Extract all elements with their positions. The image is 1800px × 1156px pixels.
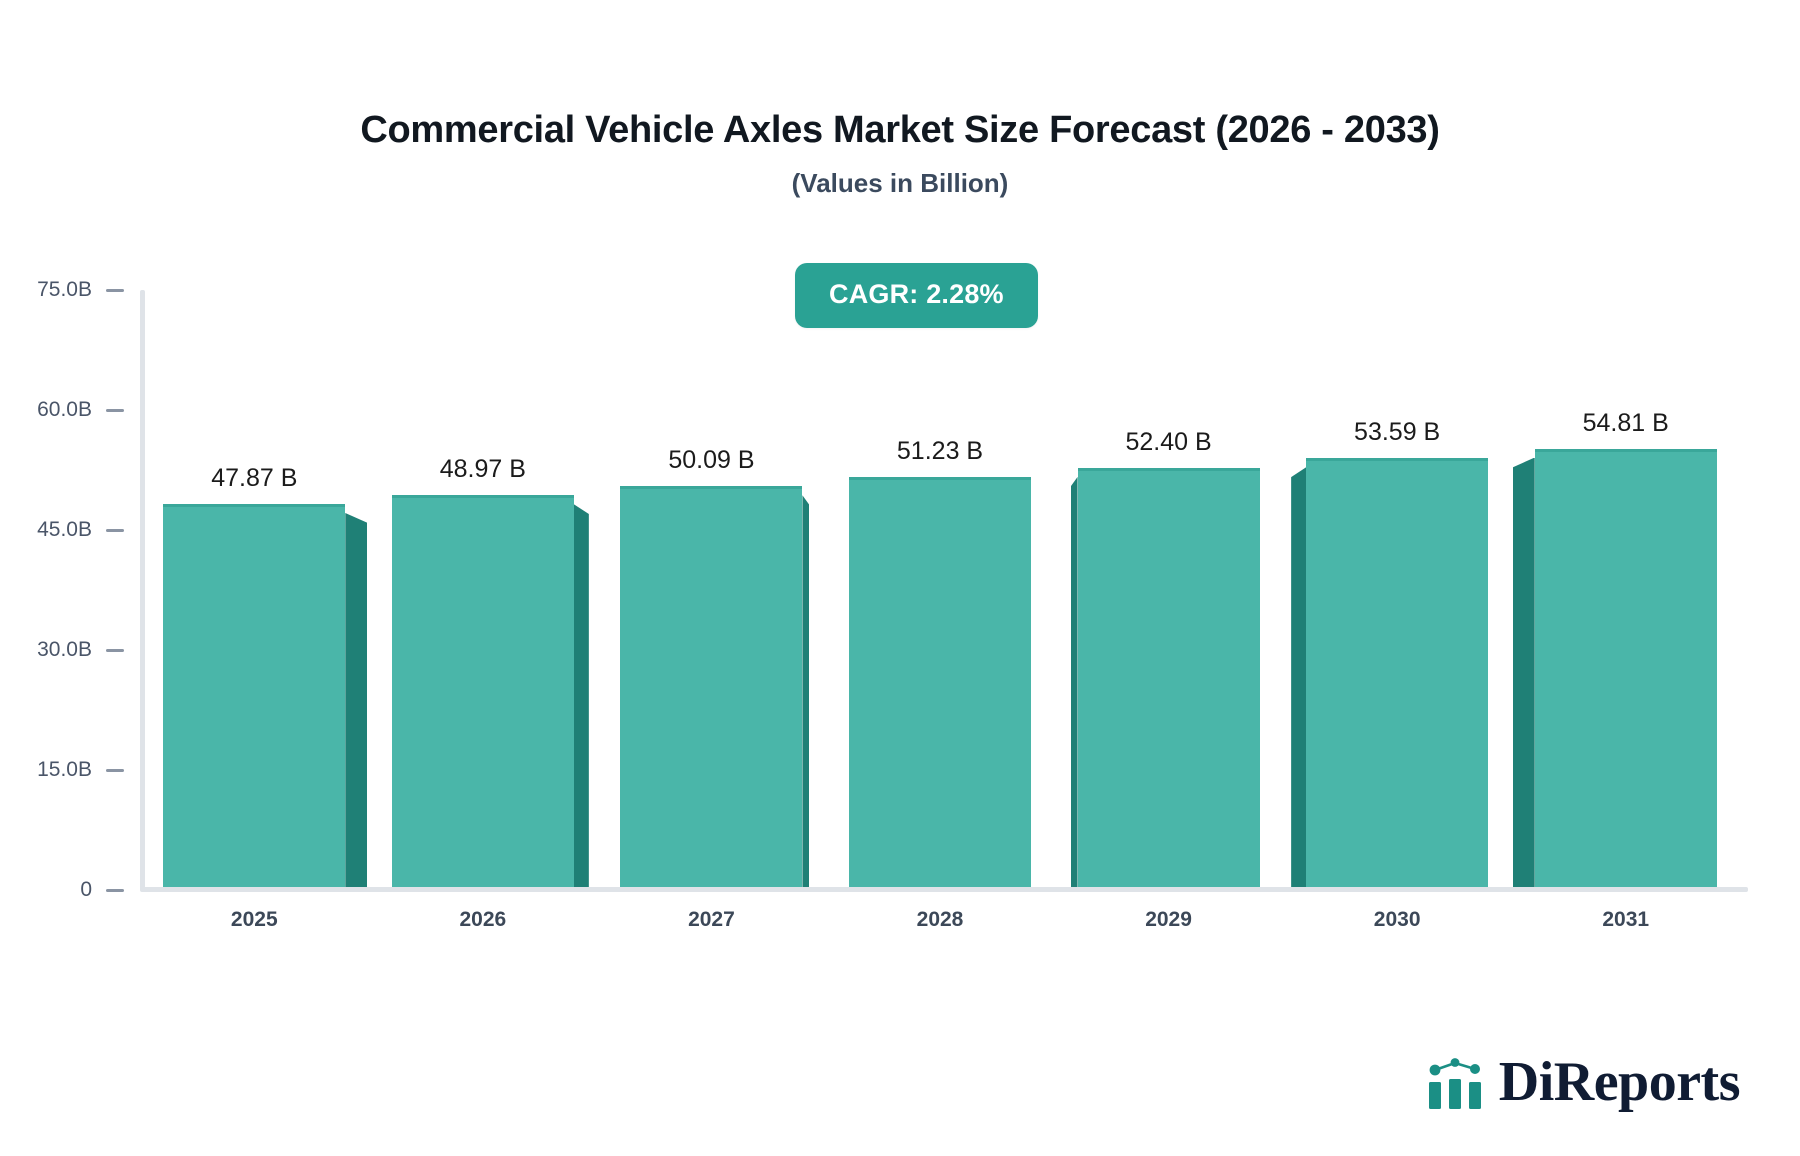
y-axis-tick: 60.0B: [37, 398, 124, 422]
x-axis-line: [140, 887, 1748, 892]
y-axis-tick: 0: [80, 878, 124, 902]
bar-front-face: [163, 504, 346, 887]
bar-value-label: 54.81 B: [1582, 408, 1669, 437]
chart-subtitle: (Values in Billion): [791, 167, 1009, 198]
bar: 52.40 B: [1070, 428, 1260, 887]
plot-area: 0 15.0B 30.0B 45.0B 60.0B 75.0B 47.87 B 48.97 …: [37, 278, 1748, 931]
bar: 47.87 B: [163, 464, 368, 887]
cagr-badge: CAGR: 2.28%: [795, 263, 1038, 328]
bar-front-face: [1077, 467, 1260, 887]
x-axis-tick-label: 2031: [1602, 908, 1650, 931]
y-axis-tick: 75.0B: [37, 278, 124, 302]
x-axis-tick-label: 2026: [459, 908, 507, 931]
x-axis-tick-label: 2030: [1373, 908, 1421, 931]
y-axis-tick-label: 60.0B: [37, 398, 92, 421]
y-axis-tick: 30.0B: [37, 638, 124, 662]
x-axis-tick-label: 2028: [916, 908, 964, 931]
bar: 50.09 B: [620, 446, 810, 887]
bar-front-face: [620, 486, 803, 887]
bar-front-face: [1534, 448, 1717, 887]
bar-chart-icon: [1428, 1058, 1481, 1109]
bar-side-face: [1512, 457, 1535, 887]
bar-side-face: [1070, 476, 1078, 887]
bar-value-label: 47.87 B: [211, 464, 298, 493]
x-axis-tick-label: 2029: [1145, 908, 1192, 931]
bar-value-label: 51.23 B: [896, 437, 984, 466]
y-axis-tick-dash: [106, 768, 124, 772]
page-title: Commercial Vehicle Axles Market Size For…: [360, 109, 1440, 151]
y-axis-tick-label: 15.0B: [37, 758, 92, 781]
bar-side-face: [1291, 467, 1307, 887]
y-axis-tick-dash: [106, 408, 124, 412]
bar-front-face: [1306, 458, 1489, 887]
bar-side-face: [345, 513, 368, 887]
y-axis-tick-dash: [106, 888, 124, 892]
bar-value-label: 53.59 B: [1354, 418, 1441, 447]
bar: 48.97 B: [391, 455, 589, 887]
y-axis-tick-label: 30.0B: [37, 638, 92, 661]
logo-text: DiReports: [1498, 1051, 1741, 1113]
bar-front-face: [849, 477, 1031, 887]
logo: DiReports: [1427, 1051, 1741, 1113]
bar-value-label: 52.40 B: [1125, 427, 1212, 456]
y-axis-tick-label: 45.0B: [37, 518, 92, 541]
x-axis-tick-label: 2027: [688, 908, 735, 931]
y-axis-tick-label: 0: [80, 878, 92, 901]
bar-front-face: [391, 495, 574, 887]
y-axis-tick-dash: [106, 648, 124, 652]
bar-series: 47.87 B 48.97 B 50.09 B 51.23 B 52.40 B 53.59…: [140, 290, 1740, 890]
y-axis-tick: 45.0B: [37, 518, 124, 542]
bar-value-label: 48.97 B: [439, 455, 526, 484]
y-axis-tick-dash: [106, 288, 124, 292]
bar-side-face: [802, 495, 810, 887]
bar: 54.81 B: [1512, 409, 1717, 887]
y-axis-tick-dash: [106, 528, 124, 532]
bar-side-face: [573, 504, 589, 887]
bar: 53.59 B: [1291, 418, 1489, 887]
bar-value-label: 50.09 B: [668, 446, 755, 475]
bar: 51.23 B: [849, 437, 1031, 887]
y-axis-tick-label: 75.0B: [37, 278, 92, 301]
y-axis-line: [140, 290, 145, 890]
title-block: Commercial Vehicle Axles Market Size For…: [0, 108, 1800, 199]
x-axis-tick-label: 2025: [230, 908, 278, 931]
y-axis-tick: 15.0B: [37, 758, 124, 782]
